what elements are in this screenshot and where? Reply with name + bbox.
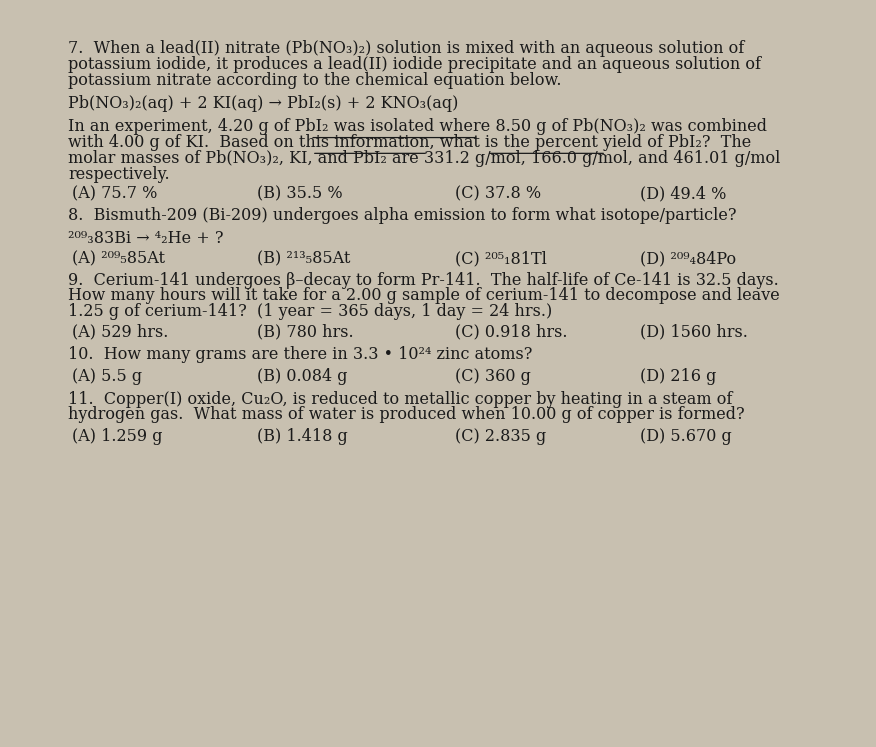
Text: respectively.: respectively. — [68, 166, 170, 182]
Text: (B) ²¹³₅85At: (B) ²¹³₅85At — [258, 250, 350, 267]
Text: (C) 37.8 %: (C) 37.8 % — [455, 185, 541, 202]
Text: In an experiment, 4.20 g of PbI₂ was isolated where 8.50 g of Pb(NO₃)₂ was combi: In an experiment, 4.20 g of PbI₂ was iso… — [68, 118, 767, 135]
Text: (D) ²⁰⁹₄84Po: (D) ²⁰⁹₄84Po — [639, 250, 736, 267]
Text: (D) 1560 hrs.: (D) 1560 hrs. — [639, 323, 748, 341]
Text: (C) ²⁰⁵₁81Tl: (C) ²⁰⁵₁81Tl — [455, 250, 547, 267]
Text: (A) 5.5 g: (A) 5.5 g — [72, 368, 142, 385]
Text: 7.  When a lead(II) nitrate (Pb(NO₃)₂) solution is mixed with an aqueous solutio: 7. When a lead(II) nitrate (Pb(NO₃)₂) so… — [68, 40, 745, 57]
Text: (A) 75.7 %: (A) 75.7 % — [72, 185, 158, 202]
Text: How many hours will it take for a 2.00 g sample of cerium-141 to decompose and l: How many hours will it take for a 2.00 g… — [68, 288, 780, 305]
Text: with 4.00 g of KI.  Based on this information, what is the percent yield of PbI₂: with 4.00 g of KI. Based on this informa… — [68, 134, 752, 151]
Text: (B) 0.084 g: (B) 0.084 g — [258, 368, 348, 385]
Text: (C) 2.835 g: (C) 2.835 g — [455, 428, 546, 445]
Text: hydrogen gas.  What mass of water is produced when 10.00 g of copper is formed?: hydrogen gas. What mass of water is prod… — [68, 406, 745, 424]
Text: 10.  How many grams are there in 3.3 • 10²⁴ zinc atoms?: 10. How many grams are there in 3.3 • 10… — [68, 347, 533, 363]
Text: (A) 1.259 g: (A) 1.259 g — [72, 428, 163, 445]
Text: ²⁰⁹₃83Bi → ⁴₂He + ?: ²⁰⁹₃83Bi → ⁴₂He + ? — [68, 230, 223, 247]
Text: (D) 216 g: (D) 216 g — [639, 368, 717, 385]
Text: 1.25 g of cerium-141?  (1 year = 365 days, 1 day = 24 hrs.): 1.25 g of cerium-141? (1 year = 365 days… — [68, 303, 552, 320]
Text: (C) 360 g: (C) 360 g — [455, 368, 531, 385]
Text: molar masses of Pb(NO₃)₂, KI, and PbI₂ are 331.2 g/mol, 166.0 g/mol, and 461.01 : molar masses of Pb(NO₃)₂, KI, and PbI₂ a… — [68, 149, 781, 167]
Text: 9.  Cerium-141 undergoes β–decay to form Pr-141.  The half-life of Ce-141 is 32.: 9. Cerium-141 undergoes β–decay to form … — [68, 272, 779, 288]
Text: (A) 529 hrs.: (A) 529 hrs. — [72, 323, 168, 341]
Text: (D) 49.4 %: (D) 49.4 % — [639, 185, 726, 202]
Text: (B) 780 hrs.: (B) 780 hrs. — [258, 323, 354, 341]
Text: (D) 5.670 g: (D) 5.670 g — [639, 428, 731, 445]
Text: (A) ²⁰⁹₅85At: (A) ²⁰⁹₅85At — [72, 250, 166, 267]
Text: Pb(NO₃)₂(aq) + 2 KI(aq) → PbI₂(s) + 2 KNO₃(aq): Pb(NO₃)₂(aq) + 2 KI(aq) → PbI₂(s) + 2 KN… — [68, 96, 458, 112]
Text: potassium nitrate according to the chemical equation below.: potassium nitrate according to the chemi… — [68, 72, 562, 89]
Text: (B) 35.5 %: (B) 35.5 % — [258, 185, 343, 202]
Text: (B) 1.418 g: (B) 1.418 g — [258, 428, 348, 445]
Text: 11.  Copper(I) oxide, Cu₂O, is reduced to metallic copper by heating in a steam : 11. Copper(I) oxide, Cu₂O, is reduced to… — [68, 391, 732, 408]
Text: 8.  Bismuth-209 (Bi-209) undergoes alpha emission to form what isotope/particle?: 8. Bismuth-209 (Bi-209) undergoes alpha … — [68, 207, 737, 224]
Text: (C) 0.918 hrs.: (C) 0.918 hrs. — [455, 323, 568, 341]
Text: potassium iodide, it produces a lead(II) iodide precipitate and an aqueous solut: potassium iodide, it produces a lead(II)… — [68, 56, 761, 72]
